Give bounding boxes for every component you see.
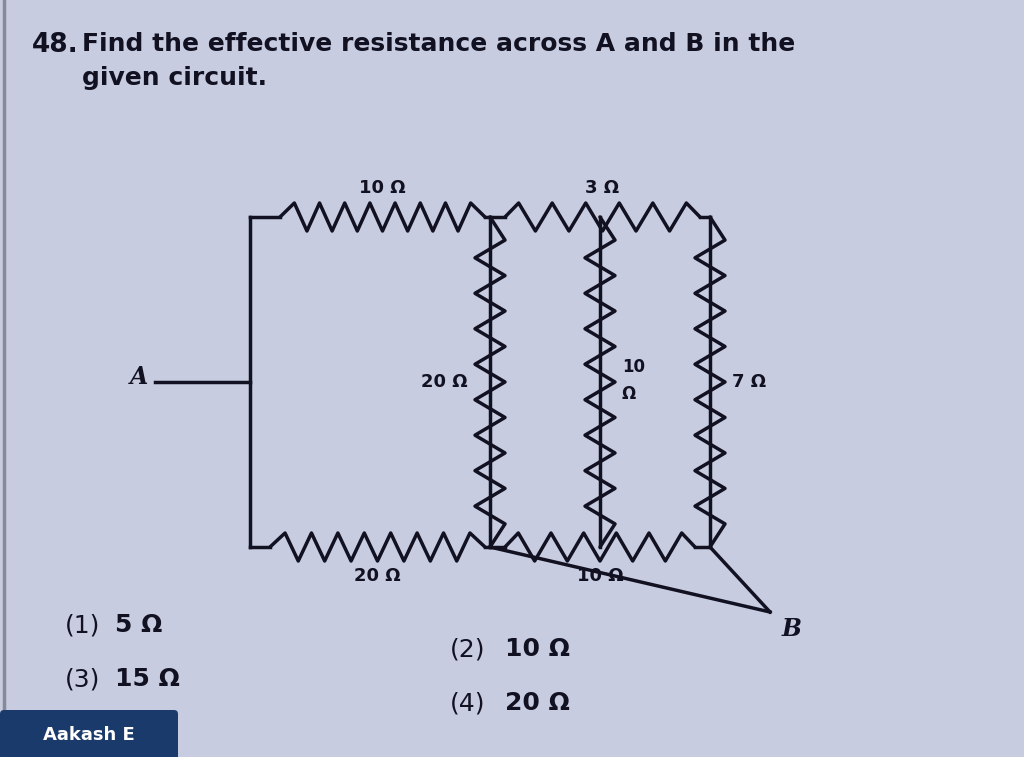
Text: Ω: Ω — [622, 385, 636, 403]
Text: 10 Ω: 10 Ω — [505, 637, 570, 661]
Text: 15 Ω: 15 Ω — [115, 667, 180, 691]
Text: (3): (3) — [65, 667, 100, 691]
FancyBboxPatch shape — [0, 710, 178, 757]
Text: (4): (4) — [450, 691, 485, 715]
Text: 20 Ω: 20 Ω — [505, 691, 569, 715]
Text: 10 Ω: 10 Ω — [359, 179, 406, 197]
Text: 10 Ω: 10 Ω — [577, 567, 624, 585]
Text: 48.: 48. — [32, 32, 79, 58]
Text: Aakash E: Aakash E — [43, 726, 135, 744]
Text: 5 Ω: 5 Ω — [115, 613, 162, 637]
Text: 10: 10 — [622, 358, 645, 376]
Text: 20 Ω: 20 Ω — [421, 373, 468, 391]
Text: Find the effective resistance across A and B in the
given circuit.: Find the effective resistance across A a… — [82, 32, 796, 89]
Text: 3 Ω: 3 Ω — [586, 179, 620, 197]
Text: B: B — [782, 617, 802, 641]
Text: (2): (2) — [450, 637, 485, 661]
Text: (1): (1) — [65, 613, 100, 637]
Text: 20 Ω: 20 Ω — [354, 567, 400, 585]
Text: 7 Ω: 7 Ω — [732, 373, 766, 391]
Text: A: A — [130, 365, 148, 389]
